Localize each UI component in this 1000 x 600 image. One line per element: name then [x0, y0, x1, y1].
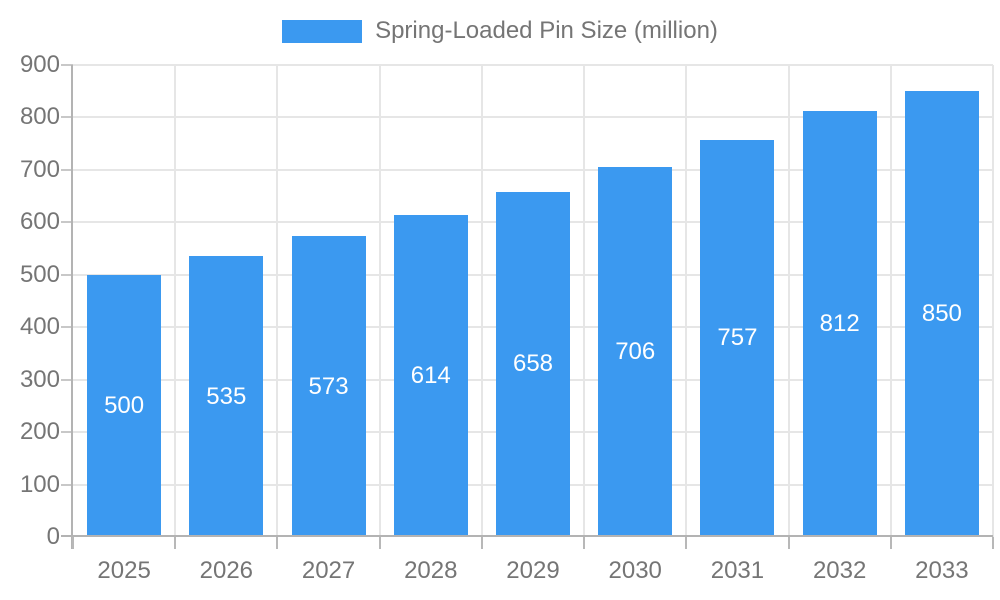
- bar-value-label: 573: [308, 372, 349, 400]
- v-gridline: [583, 65, 586, 537]
- x-axis-tick-label: 2028: [404, 557, 458, 584]
- x-axis-tick-label: 2033: [915, 557, 969, 584]
- bar-value-label: 500: [104, 391, 145, 419]
- bar-value-label: 658: [512, 350, 554, 378]
- bar[interactable]: 706: [598, 166, 673, 537]
- chart-legend: Spring-Loaded Pin Size (million): [0, 16, 1000, 46]
- plot-area: 0 100 200 300 400 500 600 700 800 900 500 535 573 614…: [20, 51, 994, 584]
- x-axis-tick-label: 2032: [812, 557, 867, 584]
- x-axis-tick: [787, 537, 790, 549]
- v-gridline: [889, 65, 892, 537]
- y-axis-tick: [61, 221, 73, 224]
- v-gridline: [276, 65, 279, 537]
- h-gridline: [73, 64, 993, 66]
- y-axis-tick: [61, 64, 73, 66]
- y-axis-tick: [61, 168, 73, 171]
- bar[interactable]: 500: [87, 274, 162, 537]
- v-gridline: [480, 65, 483, 537]
- x-axis-tick-label: 2026: [199, 557, 254, 584]
- x-axis-tick: [992, 537, 994, 549]
- y-axis-tick-label: 400: [19, 313, 60, 341]
- bar-value-label: 757: [717, 324, 758, 352]
- y-axis-tick-label: 300: [19, 365, 60, 393]
- x-axis-tick-label: 2031: [710, 557, 765, 584]
- x-axis-tick: [583, 537, 586, 549]
- bar[interactable]: 573: [291, 236, 366, 537]
- x-axis-tick-label: 2025: [97, 557, 151, 584]
- y-axis-tick-label: 100: [19, 470, 60, 498]
- v-gridline: [787, 65, 790, 537]
- legend-label: Spring-Loaded Pin Size (million): [375, 17, 718, 44]
- x-axis-tick: [276, 537, 279, 549]
- y-axis-tick: [61, 431, 73, 434]
- y-axis-tick: [61, 483, 73, 486]
- y-axis-tick-label: 700: [19, 155, 60, 183]
- bar[interactable]: 850: [904, 91, 979, 537]
- bar[interactable]: 658: [496, 191, 570, 537]
- y-axis-tick-label: 900: [19, 51, 60, 78]
- x-axis-tick: [378, 537, 381, 549]
- bar[interactable]: 614: [393, 214, 468, 537]
- x-axis-baseline: [61, 535, 993, 537]
- y-axis-tick-label: 600: [19, 208, 60, 236]
- x-axis-tick: [889, 537, 892, 549]
- x-axis-tick-label: 2027: [301, 557, 356, 584]
- x-axis-tick: [480, 537, 483, 549]
- y-axis-tick-label: 0: [46, 523, 60, 550]
- y-axis-tick: [61, 116, 73, 119]
- y-axis-tick: [61, 378, 73, 381]
- bar[interactable]: 812: [802, 111, 877, 537]
- bar-value-label: 535: [206, 382, 247, 410]
- y-axis-tick-label: 500: [19, 260, 60, 288]
- y-axis-tick-label: 800: [19, 103, 60, 131]
- bar[interactable]: 757: [700, 139, 775, 537]
- bar-value-label: 614: [410, 361, 451, 389]
- v-gridline: [992, 65, 994, 537]
- x-axis-tick-label: 2030: [608, 557, 662, 584]
- y-axis-tick-label: 200: [19, 418, 60, 446]
- v-gridline: [378, 65, 381, 537]
- h-gridline: [73, 168, 993, 171]
- x-axis-tick: [72, 537, 74, 549]
- y-axis-tick: [61, 273, 73, 276]
- y-axis-line: [71, 65, 73, 549]
- bar[interactable]: 535: [189, 256, 264, 537]
- v-gridline: [174, 65, 177, 537]
- y-axis-tick: [61, 326, 73, 329]
- bar-value-label: 706: [615, 337, 656, 365]
- x-axis-tick: [174, 537, 177, 549]
- x-axis-tick: [685, 537, 688, 549]
- bar-value-label: 812: [819, 310, 860, 338]
- bar-value-label: 850: [921, 300, 962, 328]
- x-axis-tick-label: 2029: [506, 557, 560, 584]
- v-gridline: [685, 65, 688, 537]
- h-gridline: [73, 116, 993, 119]
- legend-swatch-icon: [282, 19, 363, 43]
